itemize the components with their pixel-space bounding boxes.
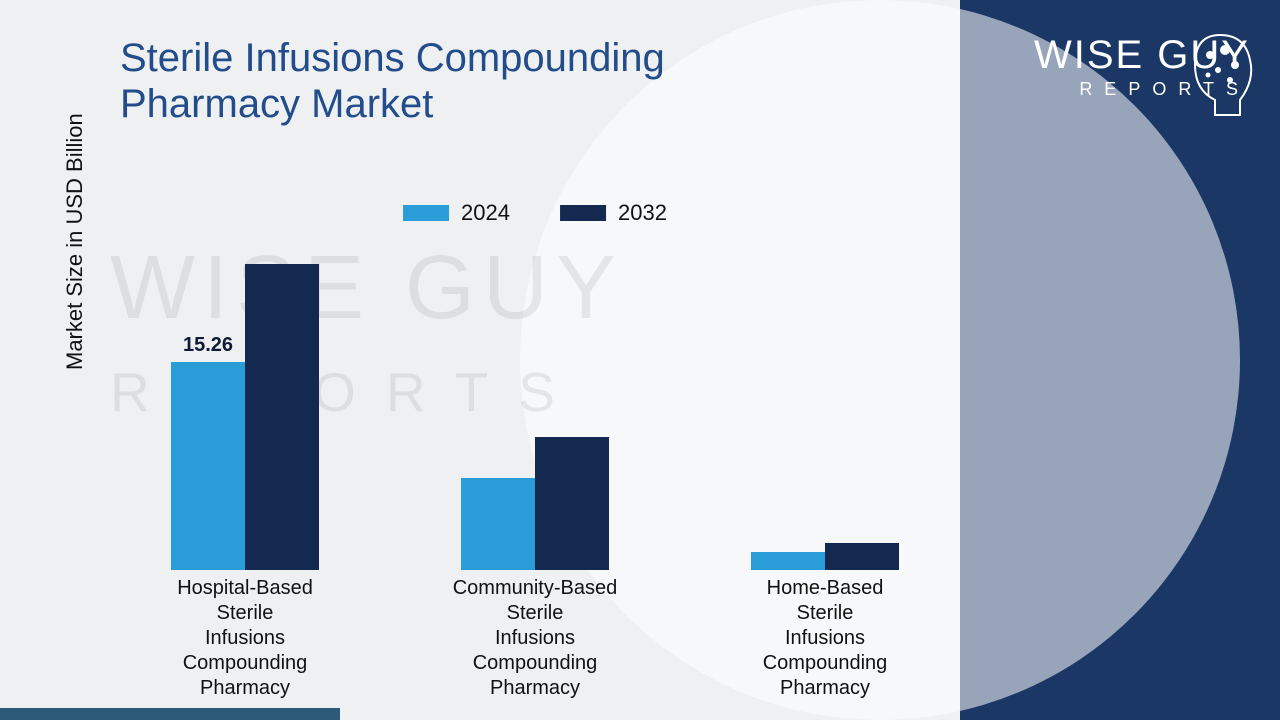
bars-container: 15.26 (100, 230, 970, 570)
y-axis-label: Market Size in USD Billion (62, 113, 88, 370)
bar (245, 264, 319, 570)
legend-label-2024: 2024 (461, 200, 510, 226)
bar-value-label: 15.26 (171, 334, 245, 357)
category-label: Hospital-BasedSterileInfusionsCompoundin… (145, 576, 345, 701)
category-label: Home-BasedSterileInfusionsCompoundingPha… (725, 576, 925, 701)
bar: 15.26 (171, 362, 245, 570)
bar (535, 437, 609, 570)
bar-group: 15.26 (135, 264, 355, 570)
bottom-accent-bar (0, 708, 340, 720)
category-label: Community-BasedSterileInfusionsCompoundi… (435, 576, 635, 701)
legend-item-2024: 2024 (403, 200, 510, 226)
chart-area: 2024 2032 15.26 (100, 200, 970, 570)
logo: WISE GUY REPORTS (1034, 35, 1250, 100)
legend-label-2032: 2032 (618, 200, 667, 226)
legend: 2024 2032 (403, 200, 667, 226)
legend-item-2032: 2032 (560, 200, 667, 226)
legend-swatch-2024 (403, 205, 449, 221)
bar-group (425, 437, 645, 570)
bar-group (715, 543, 935, 570)
legend-swatch-2032 (560, 205, 606, 221)
chart-title: Sterile Infusions Compounding Pharmacy M… (120, 35, 740, 127)
bar (825, 543, 899, 570)
bar (751, 552, 825, 570)
x-labels: Hospital-BasedSterileInfusionsCompoundin… (100, 576, 970, 701)
logo-head-icon (1180, 30, 1260, 120)
bar (461, 478, 535, 570)
